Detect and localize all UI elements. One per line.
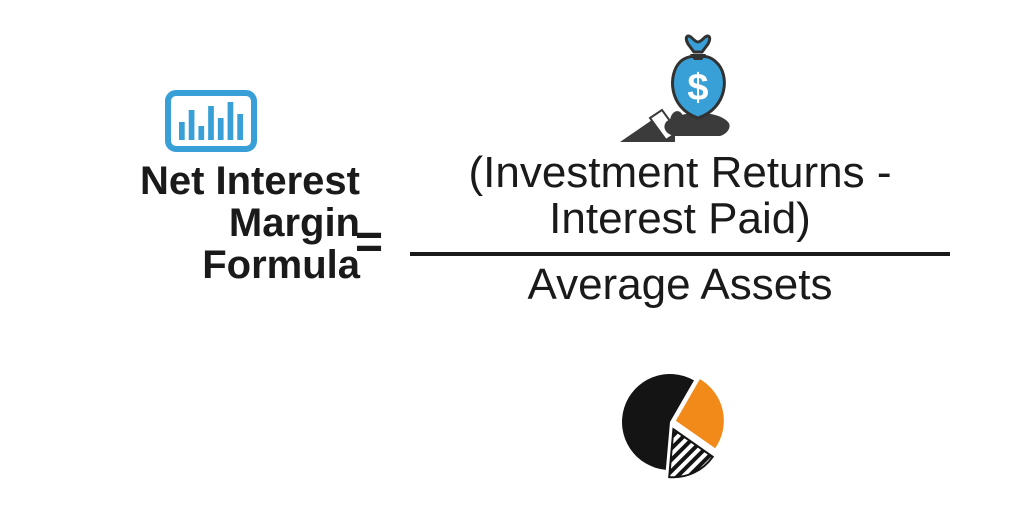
formula-name: Net Interest Margin Formula [80,160,360,286]
bar-chart-icon [165,90,257,157]
formula-name-line3: Formula [80,244,360,286]
equals-sign: = [355,215,383,270]
formula-canvas: Net Interest Margin Formula = $ (Investm… [0,0,1024,526]
numerator-line2: Interest Paid) [549,194,811,243]
numerator-line1: (Investment Returns - [468,148,891,197]
formula-name-line2: Margin [80,202,360,244]
formula-fraction: (Investment Returns - Interest Paid) Ave… [410,150,950,309]
money-bag-hand-icon: $ [620,30,750,153]
numerator: (Investment Returns - Interest Paid) [410,150,950,242]
fraction-bar [410,252,950,256]
svg-text:$: $ [687,67,708,109]
pie-chart-icon [610,360,730,485]
formula-name-line1: Net Interest [80,160,360,202]
denominator: Average Assets [410,262,950,308]
